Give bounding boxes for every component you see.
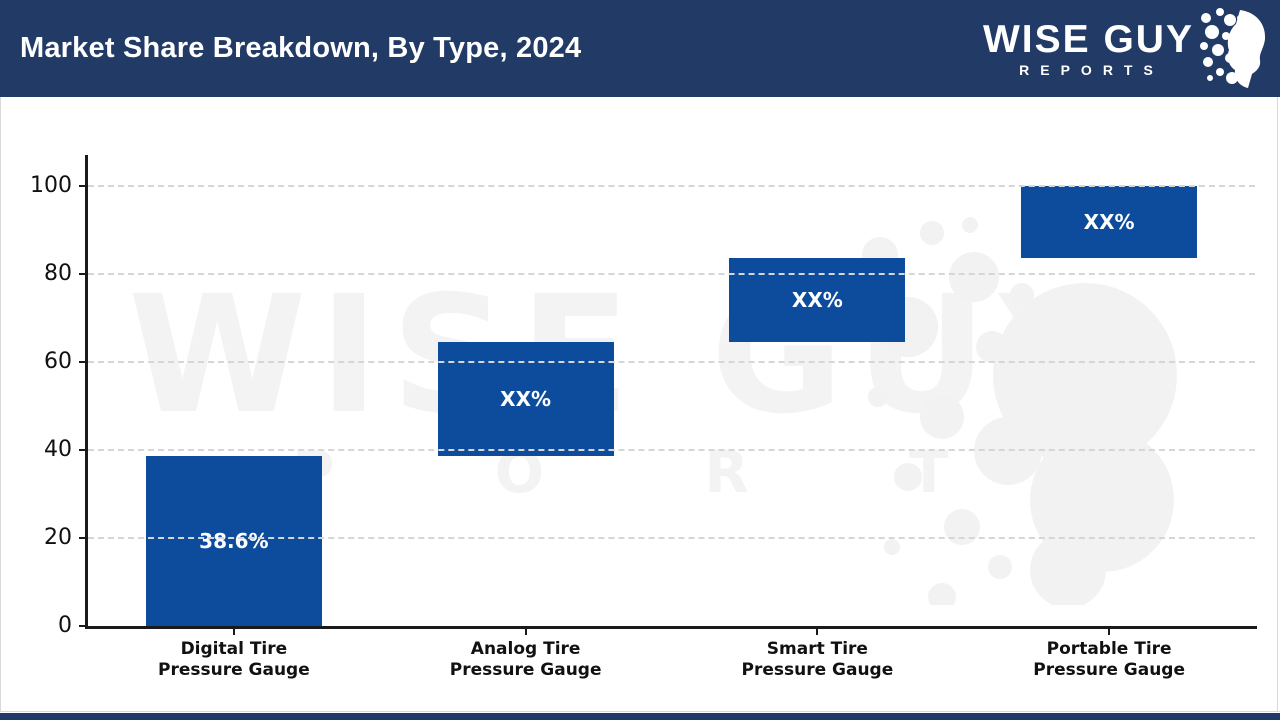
x-category-label-line: Smart Tire: [766, 639, 868, 659]
logo-tagline: REPORTS: [1019, 61, 1164, 78]
y-tick-mark: [79, 625, 88, 627]
page-title: Market Share Breakdown, By Type, 2024: [20, 32, 582, 64]
x-category-label-line: Pressure Gauge: [157, 660, 310, 680]
gridline-20: [88, 537, 1255, 539]
y-axis-spine: [85, 155, 88, 629]
bottom-hairline: [0, 711, 1280, 712]
footer-bar: [0, 713, 1280, 720]
x-category-label-line: Analog Tire: [470, 639, 581, 659]
x-tick-mark: [232, 628, 235, 635]
x-category-label: Portable Tire Pressure Gauge: [979, 639, 1239, 681]
logo-text: WISE GUY REPORTS: [982, 17, 1194, 78]
y-tick-label: 40: [44, 437, 72, 462]
bar-segment: XX%: [437, 342, 614, 457]
y-tick-mark: [79, 273, 88, 275]
x-category-label-line: Portable Tire: [1046, 639, 1172, 659]
x-tick-mark: [1108, 628, 1111, 635]
x-category-label: Analog Tire Pressure Gauge: [396, 639, 656, 681]
y-tick-label: 80: [44, 261, 72, 286]
bar-segment: XX%: [1021, 186, 1198, 259]
y-tick-mark: [79, 361, 88, 363]
y-tick-mark: [79, 537, 88, 539]
header-bar: Market Share Breakdown, By Type, 2024 WI…: [0, 0, 1280, 97]
bar-value-label: XX%: [500, 387, 552, 412]
x-axis-spine: [85, 626, 1257, 629]
bar-segment: XX%: [729, 258, 906, 343]
y-tick-label: 100: [30, 173, 72, 198]
bar-value-label: XX%: [791, 288, 843, 313]
logo: WISE GUY REPORTS: [983, 6, 1268, 90]
x-category-label-line: Pressure Gauge: [449, 660, 602, 680]
bar-value-label: XX%: [1083, 210, 1135, 235]
y-tick-mark: [79, 185, 88, 187]
logo-name: WISE GUY: [982, 17, 1194, 61]
x-category-label: Smart Tire Pressure Gauge: [687, 639, 947, 681]
bar-segment: 38.6%: [145, 456, 322, 626]
gridline-100: [88, 185, 1255, 187]
y-tick-label: 20: [44, 525, 72, 550]
gridline-40: [88, 449, 1255, 451]
y-tick-mark: [79, 449, 88, 451]
x-category-label-line: Digital Tire: [180, 639, 288, 659]
x-tick-mark: [816, 628, 819, 635]
y-tick-label: 60: [44, 349, 72, 374]
gridline-80: [88, 273, 1255, 275]
x-tick-mark: [524, 628, 527, 635]
logo-face-icon: [1200, 8, 1266, 88]
x-category-label-line: Pressure Gauge: [741, 660, 894, 680]
gridline-60: [88, 361, 1255, 363]
x-category-label-line: Pressure Gauge: [1033, 660, 1186, 680]
x-category-label: Digital Tire Pressure Gauge: [104, 639, 364, 681]
y-tick-label: 0: [58, 613, 72, 638]
bar-value-label: 38.6%: [199, 529, 269, 554]
watermark-face-icon: [862, 217, 1177, 605]
